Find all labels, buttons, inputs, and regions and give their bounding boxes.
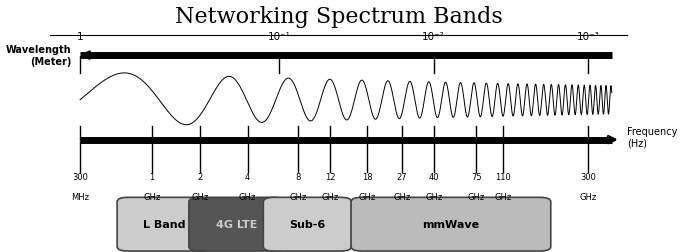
Text: GHz: GHz xyxy=(143,192,160,201)
FancyBboxPatch shape xyxy=(263,198,352,251)
Text: 27: 27 xyxy=(396,172,407,181)
Text: 300: 300 xyxy=(580,172,596,181)
Text: L Band: L Band xyxy=(143,219,185,229)
Text: 4G LTE: 4G LTE xyxy=(216,219,258,229)
Text: 75: 75 xyxy=(471,172,481,181)
Text: 10⁻²: 10⁻² xyxy=(422,32,445,42)
Text: Networking Spectrum Bands: Networking Spectrum Bands xyxy=(175,6,503,28)
Text: Frequency
(Hz): Frequency (Hz) xyxy=(627,127,677,148)
Text: 10⁻¹: 10⁻¹ xyxy=(268,32,291,42)
FancyBboxPatch shape xyxy=(189,198,285,251)
Text: 2: 2 xyxy=(197,172,203,181)
Text: Sub-6: Sub-6 xyxy=(289,219,326,229)
Text: GHz: GHz xyxy=(393,192,410,201)
Text: 12: 12 xyxy=(325,172,335,181)
Text: mmWave: mmWave xyxy=(422,219,479,229)
Text: GHz: GHz xyxy=(425,192,442,201)
Text: GHz: GHz xyxy=(322,192,339,201)
Text: GHz: GHz xyxy=(579,192,596,201)
Text: GHz: GHz xyxy=(239,192,256,201)
FancyBboxPatch shape xyxy=(351,198,551,251)
Text: 40: 40 xyxy=(428,172,439,181)
Text: MHz: MHz xyxy=(71,192,89,201)
Text: GHz: GHz xyxy=(358,192,376,201)
Text: 300: 300 xyxy=(72,172,88,181)
Text: GHz: GHz xyxy=(191,192,208,201)
Text: 4: 4 xyxy=(245,172,250,181)
Text: GHz: GHz xyxy=(290,192,307,201)
Text: GHz: GHz xyxy=(468,192,485,201)
Text: 110: 110 xyxy=(495,172,511,181)
Text: 1: 1 xyxy=(149,172,154,181)
Text: Wavelength
(Meter): Wavelength (Meter) xyxy=(5,45,71,67)
Text: 10⁻³: 10⁻³ xyxy=(577,32,599,42)
Text: 1: 1 xyxy=(77,32,84,42)
Text: 18: 18 xyxy=(362,172,373,181)
FancyBboxPatch shape xyxy=(117,198,211,251)
Text: 8: 8 xyxy=(295,172,301,181)
Text: GHz: GHz xyxy=(494,192,511,201)
